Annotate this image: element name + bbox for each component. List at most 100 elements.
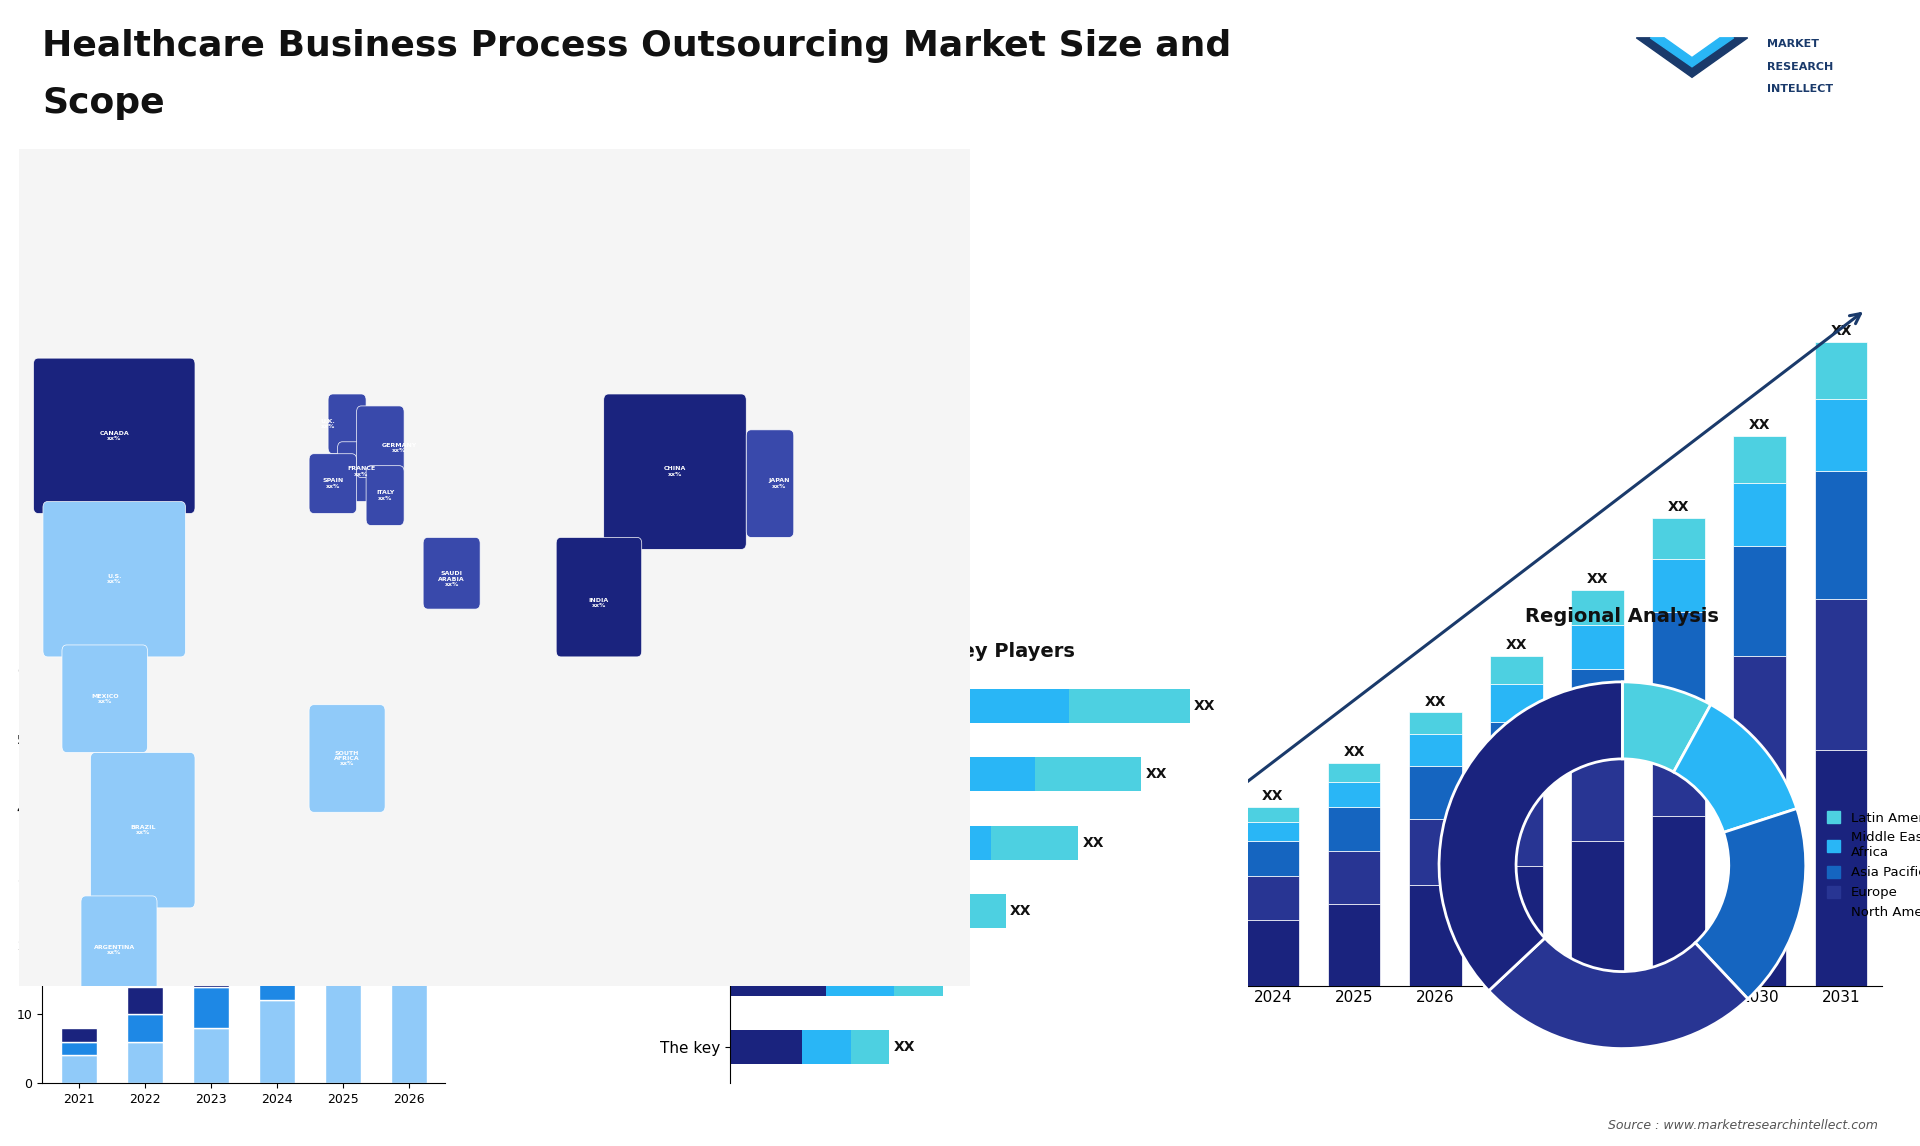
Bar <box>324 966 361 1083</box>
Bar <box>127 1042 163 1083</box>
Legend: Application, Product, Geography: Application, Product, Geography <box>468 677 582 745</box>
Text: XX: XX <box>1194 699 1215 713</box>
Bar <box>1409 819 1461 885</box>
Bar <box>730 689 924 723</box>
Bar <box>1327 782 1380 807</box>
Bar <box>730 961 826 996</box>
Bar <box>1002 955 1056 986</box>
FancyBboxPatch shape <box>747 430 793 537</box>
Text: XX: XX <box>1830 324 1851 338</box>
Bar <box>895 961 943 996</box>
Bar <box>730 894 851 928</box>
Text: XX: XX <box>1146 768 1167 782</box>
Bar <box>1814 471 1868 599</box>
Bar <box>1246 841 1300 876</box>
Bar <box>1653 612 1705 706</box>
Text: XX: XX <box>1010 904 1031 918</box>
Text: SOUTH
AFRICA
xx%: SOUTH AFRICA xx% <box>334 751 359 767</box>
Text: Market Segmentation: Market Segmentation <box>23 644 261 664</box>
Bar <box>1571 841 1624 986</box>
Text: SAUDI
ARABIA
xx%: SAUDI ARABIA xx% <box>438 572 465 587</box>
Text: ARGENTINA
xx%: ARGENTINA xx% <box>94 944 134 955</box>
FancyBboxPatch shape <box>557 537 641 657</box>
FancyBboxPatch shape <box>486 257 837 878</box>
FancyBboxPatch shape <box>367 465 403 525</box>
FancyBboxPatch shape <box>309 705 386 813</box>
Wedge shape <box>1440 682 1622 991</box>
Bar <box>1734 785 1786 986</box>
Bar <box>61 1028 96 1042</box>
Text: XX: XX <box>1749 418 1770 432</box>
Bar <box>1165 854 1217 870</box>
Wedge shape <box>1622 682 1711 772</box>
FancyBboxPatch shape <box>422 537 480 610</box>
FancyBboxPatch shape <box>309 454 357 513</box>
FancyBboxPatch shape <box>61 645 148 753</box>
Bar <box>1409 735 1461 766</box>
Bar <box>826 961 895 996</box>
Bar <box>1246 807 1300 823</box>
Text: XX: XX <box>1083 835 1104 849</box>
Bar <box>851 1030 889 1065</box>
Bar <box>1571 590 1624 625</box>
FancyBboxPatch shape <box>90 753 196 908</box>
Bar <box>1085 882 1137 895</box>
Text: INDIA
xx%: INDIA xx% <box>589 598 609 609</box>
Text: Healthcare Business Process Outsourcing Market Size and: Healthcare Business Process Outsourcing … <box>42 29 1231 63</box>
Bar <box>803 1030 851 1065</box>
Text: MEXICO
xx%: MEXICO xx% <box>90 693 119 704</box>
Bar <box>259 877 296 932</box>
Bar <box>1002 908 1056 917</box>
FancyBboxPatch shape <box>33 358 196 513</box>
Bar <box>1085 895 1137 917</box>
Bar <box>1035 758 1140 792</box>
Bar <box>1734 484 1786 547</box>
Bar <box>1490 787 1544 866</box>
Text: INTELLECT: INTELLECT <box>1766 84 1834 94</box>
Text: Source : www.marketresearchintellect.com: Source : www.marketresearchintellect.com <box>1607 1120 1878 1132</box>
Bar <box>1165 870 1217 897</box>
Bar <box>1409 713 1461 735</box>
Bar <box>1571 747 1624 841</box>
Text: XX: XX <box>1181 823 1202 838</box>
Text: FRANCE
xx%: FRANCE xx% <box>348 466 376 477</box>
Bar <box>991 825 1079 860</box>
Bar <box>61 1055 96 1083</box>
Text: XX: XX <box>893 1041 914 1054</box>
Bar <box>1002 901 1056 908</box>
Bar <box>730 825 885 860</box>
Bar <box>1246 919 1300 986</box>
Bar <box>1571 668 1624 747</box>
Text: XX: XX <box>1668 500 1690 515</box>
Bar <box>127 987 163 1014</box>
Bar <box>192 987 228 1028</box>
FancyBboxPatch shape <box>328 394 367 454</box>
Text: Scope: Scope <box>42 86 165 120</box>
Bar <box>1814 342 1868 399</box>
Bar <box>1571 625 1624 668</box>
Bar <box>1085 944 1137 986</box>
Bar <box>1734 656 1786 785</box>
Text: XX: XX <box>1344 745 1365 759</box>
Bar <box>924 689 1069 723</box>
Title: Regional Analysis: Regional Analysis <box>1526 607 1718 626</box>
Bar <box>1165 897 1217 932</box>
FancyBboxPatch shape <box>603 394 747 549</box>
Bar <box>1814 599 1868 751</box>
Bar <box>1653 816 1705 986</box>
Bar <box>324 822 361 890</box>
Bar <box>1653 706 1705 816</box>
Polygon shape <box>1636 38 1747 78</box>
Bar <box>1327 763 1380 782</box>
Text: XX: XX <box>1425 694 1446 708</box>
FancyBboxPatch shape <box>19 149 970 986</box>
Bar <box>939 894 1006 928</box>
Text: XX: XX <box>947 972 968 986</box>
FancyBboxPatch shape <box>338 441 386 502</box>
FancyBboxPatch shape <box>357 406 403 478</box>
Text: CANADA
xx%: CANADA xx% <box>100 431 129 441</box>
Text: JAPAN
xx%: JAPAN xx% <box>768 478 791 489</box>
Text: SPAIN
xx%: SPAIN xx% <box>323 478 344 489</box>
Bar <box>1327 807 1380 850</box>
Bar <box>1490 656 1544 684</box>
